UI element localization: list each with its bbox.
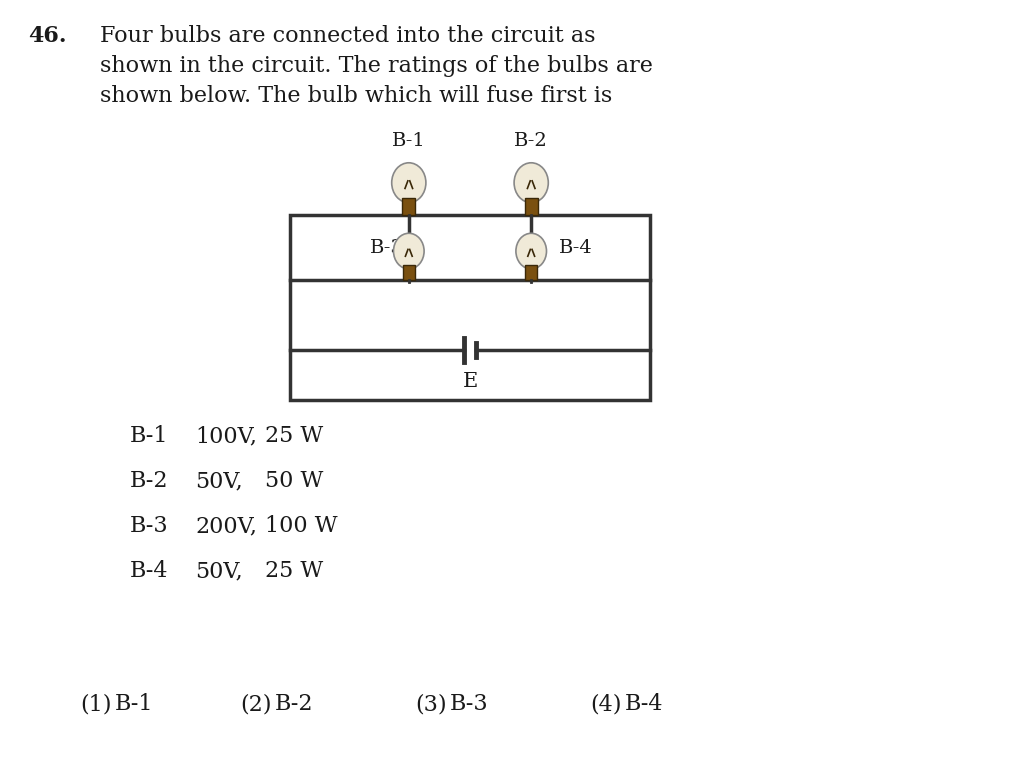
Ellipse shape: [393, 233, 424, 269]
Text: B-4: B-4: [625, 693, 664, 715]
Ellipse shape: [516, 233, 547, 269]
Text: B-4: B-4: [559, 239, 593, 257]
Text: 25 W: 25 W: [265, 560, 324, 582]
Text: B-3: B-3: [130, 515, 169, 537]
Text: shown below. The bulb which will fuse first is: shown below. The bulb which will fuse fi…: [100, 85, 612, 107]
Text: 50V,: 50V,: [195, 470, 243, 492]
Ellipse shape: [514, 162, 548, 203]
Text: (1): (1): [80, 693, 112, 715]
Text: B-2: B-2: [275, 693, 313, 715]
Text: 100 W: 100 W: [265, 515, 338, 537]
Bar: [402, 198, 416, 215]
Text: 50V,: 50V,: [195, 560, 243, 582]
Text: 200V,: 200V,: [195, 515, 257, 537]
Text: 46.: 46.: [28, 25, 67, 47]
Text: E: E: [463, 372, 477, 391]
Text: 25 W: 25 W: [265, 425, 324, 447]
Text: B-1: B-1: [392, 132, 426, 150]
Ellipse shape: [392, 162, 426, 203]
Bar: [402, 265, 415, 280]
Bar: [525, 265, 538, 280]
Text: shown in the circuit. The ratings of the bulbs are: shown in the circuit. The ratings of the…: [100, 55, 653, 77]
Text: (3): (3): [415, 693, 446, 715]
Text: B-1: B-1: [115, 693, 154, 715]
Text: B-3: B-3: [370, 239, 403, 257]
Text: B-4: B-4: [130, 560, 169, 582]
Text: B-1: B-1: [130, 425, 169, 447]
Text: (4): (4): [590, 693, 622, 715]
Text: B-2: B-2: [514, 132, 548, 150]
Bar: [290, 215, 650, 400]
Text: B-2: B-2: [130, 470, 169, 492]
Text: B-3: B-3: [450, 693, 488, 715]
Text: Four bulbs are connected into the circuit as: Four bulbs are connected into the circui…: [100, 25, 596, 47]
Bar: [524, 198, 538, 215]
Text: 100V,: 100V,: [195, 425, 257, 447]
Text: (2): (2): [240, 693, 271, 715]
Text: 50 W: 50 W: [265, 470, 324, 492]
